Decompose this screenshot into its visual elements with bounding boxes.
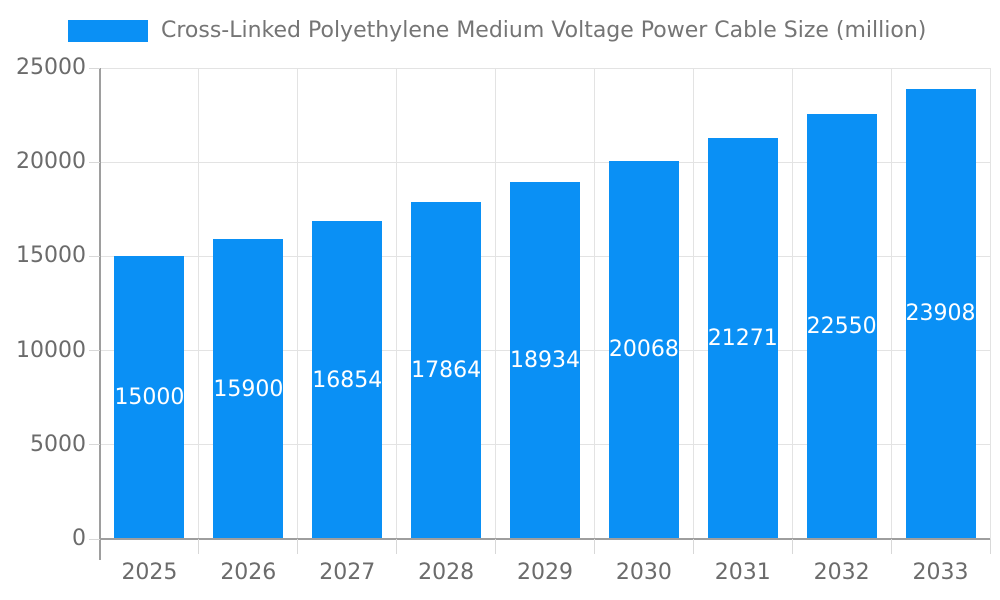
- x-axis-tick-label-2029: 2029: [516, 560, 573, 585]
- y-axis-tick-mark: [89, 67, 100, 69]
- x-axis-labels: 2025 2026 2027 2028 2029 2030 2031 2032 2033: [100, 556, 990, 590]
- y-axis-tick-mark: [89, 161, 100, 163]
- bar-2032[interactable]: 22550: [806, 114, 877, 539]
- x-axis-tick-mark: [692, 539, 694, 554]
- y-axis-tick-label: 0: [72, 526, 86, 551]
- bar-2029[interactable]: 18934: [510, 182, 580, 539]
- bar-2028[interactable]: 17864: [411, 202, 482, 539]
- bar-value-label-2033: 23908: [905, 301, 976, 327]
- y-axis-tick-mark: [89, 444, 100, 446]
- bar-value-label-2030: 20068: [608, 337, 679, 363]
- bar-value-label-2028: 17864: [411, 358, 482, 384]
- y-axis-tick-label: 20000: [16, 149, 86, 175]
- y-axis-labels: 0 5000 10000 15000 20000 25000: [0, 55, 86, 551]
- x-axis-line: [100, 538, 990, 540]
- bar-2031[interactable]: 21271: [707, 138, 778, 539]
- x-axis-tick-label-2025: 2025: [121, 560, 178, 585]
- x-axis-tick-label-2027: 2027: [319, 560, 376, 585]
- bar-2030[interactable]: 20068: [608, 160, 679, 539]
- gridline-horizontal: [100, 67, 990, 69]
- x-axis-tick-mark: [495, 539, 497, 554]
- gridline-vertical: [692, 68, 694, 539]
- bar-2027[interactable]: 16854: [312, 221, 383, 539]
- x-axis-tick-label-2033: 2033: [912, 560, 969, 585]
- y-axis-tick-mark: [89, 350, 100, 352]
- gridline-vertical: [495, 68, 497, 539]
- gridline-vertical: [890, 68, 892, 539]
- x-axis-tick-label-2031: 2031: [714, 560, 771, 585]
- x-axis-tick-label-2032: 2032: [813, 560, 870, 585]
- gridline-vertical: [791, 68, 793, 539]
- gridline-vertical: [396, 68, 398, 539]
- x-axis-tick-mark: [396, 539, 398, 554]
- x-axis-tick-mark: [890, 539, 892, 554]
- x-axis-tick-mark: [593, 539, 595, 554]
- y-axis-line: [99, 68, 101, 560]
- y-axis-tick-label: 15000: [16, 243, 86, 269]
- y-axis-tick-mark: [89, 538, 100, 540]
- legend-swatch[interactable]: [68, 20, 148, 42]
- bar-2033[interactable]: 23908: [905, 88, 976, 539]
- bar-value-label-2026: 15900: [213, 376, 284, 402]
- plot-area: 15000 15900 16854 17864 18934 20068 21271 22550…: [100, 67, 991, 539]
- bar-value-label-2032: 22550: [806, 314, 877, 340]
- bar-value-label-2027: 16854: [312, 367, 383, 393]
- legend-series-label[interactable]: Cross-Linked Polyethylene Medium Voltage…: [161, 18, 927, 43]
- x-axis-tick-mark: [791, 539, 793, 554]
- x-axis-tick-mark: [198, 539, 200, 554]
- x-axis-tick-label-2030: 2030: [615, 560, 672, 585]
- x-axis-tick-label-2028: 2028: [418, 560, 475, 585]
- x-axis-tick-mark: [297, 539, 299, 554]
- bar-2026[interactable]: 15900: [213, 239, 284, 539]
- bar-2025[interactable]: 15000: [114, 256, 185, 539]
- bar-value-label-2031: 21271: [707, 326, 778, 352]
- gridline-vertical: [198, 68, 200, 539]
- gridline-vertical: [989, 68, 991, 539]
- x-axis-tick-mark: [989, 539, 991, 554]
- gridline-vertical: [297, 68, 299, 539]
- y-axis-tick-mark: [89, 255, 100, 257]
- y-axis-tick-label: 5000: [30, 431, 86, 457]
- x-axis-tick-label-2026: 2026: [220, 560, 277, 585]
- bar-value-label-2029: 18934: [510, 348, 580, 374]
- y-axis-tick-label: 10000: [16, 337, 86, 363]
- y-axis-tick-label: 25000: [16, 55, 86, 80]
- bar-value-label-2025: 15000: [114, 385, 185, 411]
- gridline-horizontal: [100, 161, 990, 163]
- gridline-vertical: [593, 68, 595, 539]
